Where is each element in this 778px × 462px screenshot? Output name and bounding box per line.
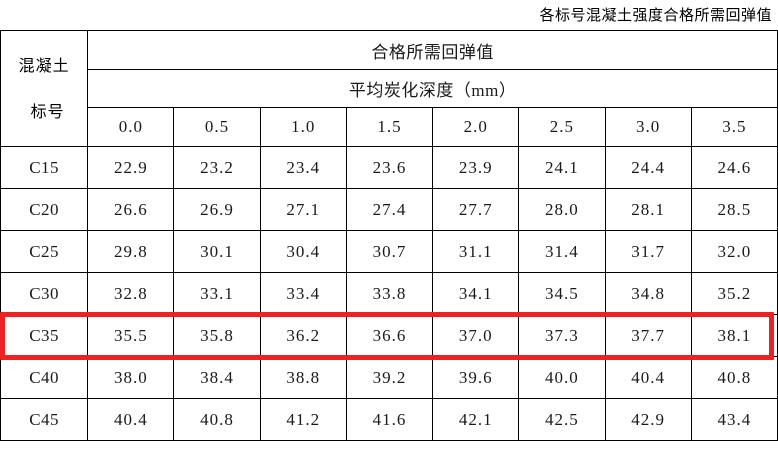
table-row: C20 26.6 26.9 27.1 27.4 27.7 28.0 28.1 28.5: [0, 188, 778, 231]
cell-C25-1.0: 30.4: [259, 230, 347, 273]
cell-C30-2.5: 34.5: [518, 272, 606, 315]
rebound-value-table: 混凝土 标号 合格所需回弹值 平均炭化深度（mm） 0.0 0.5 1.0 1.5 2.…: [0, 30, 778, 441]
cell-C20-3.5: 28.5: [690, 188, 778, 231]
cell-C30-3.0: 34.8: [604, 272, 692, 315]
cell-C30-0.0: 32.8: [87, 272, 175, 315]
cell-C30-1.0: 33.4: [259, 272, 347, 315]
table-row: C35 35.5 35.8 36.2 36.6 37.0 37.3 37.7 38.1: [0, 314, 778, 357]
table-row: C25 29.8 30.1 30.4 30.7 31.1 31.4 31.7 32.0: [0, 230, 778, 273]
header-sub-title: 平均炭化深度（mm）: [87, 69, 778, 108]
cell-C25-0.0: 29.8: [87, 230, 175, 273]
cell-C40-1.0: 38.8: [259, 356, 347, 399]
cell-C45-0.5: 40.8: [173, 398, 261, 441]
cell-C15-0.0: 22.9: [87, 146, 175, 189]
table-row: C30 32.8 33.1 33.4 33.8 34.1 34.5 34.8 35.2: [0, 272, 778, 315]
title-bar: 各标号混凝土强度合格所需回弹值: [0, 0, 778, 30]
cell-C35-1.5: 36.6: [345, 314, 434, 357]
cell-C20-0.0: 26.6: [87, 188, 175, 231]
cell-C40-1.5: 39.2: [345, 356, 434, 399]
column-header-1.5: 1.5: [345, 107, 434, 147]
cell-C40-2.0: 39.6: [432, 356, 520, 399]
cell-C25-0.5: 30.1: [173, 230, 261, 273]
cell-C45-2.0: 42.1: [432, 398, 520, 441]
cell-C45-1.5: 41.6: [345, 398, 434, 441]
label-column-header: 混凝土 标号: [0, 30, 89, 147]
column-header-3.0: 3.0: [604, 107, 692, 147]
cell-C35-3.5: 38.1: [690, 314, 778, 357]
table-row: C15 22.9 23.2 23.4 23.6 23.9 24.1 24.4 24.6: [0, 146, 778, 189]
cell-C20-2.0: 27.7: [432, 188, 520, 231]
header-group-title: 合格所需回弹值: [87, 30, 778, 70]
column-header-2.5: 2.5: [518, 107, 606, 147]
cell-C15-1.0: 23.4: [259, 146, 347, 189]
cell-C25-3.5: 32.0: [690, 230, 778, 273]
cell-C35-2.5: 37.3: [518, 314, 606, 357]
cell-C45-3.5: 43.4: [690, 398, 778, 441]
cell-C35-3.0: 37.7: [604, 314, 692, 357]
cell-C40-0.5: 38.4: [173, 356, 261, 399]
column-header-2.0: 2.0: [432, 107, 520, 147]
row-label-C25: C25: [0, 230, 89, 273]
label-column-line2: 标号: [30, 101, 65, 121]
column-header-row: 0.0 0.5 1.0 1.5 2.0 2.5 3.0 3.5: [1, 107, 778, 147]
cell-C15-3.5: 24.6: [690, 146, 778, 189]
row-label-C30: C30: [0, 272, 89, 315]
cell-C30-2.0: 34.1: [432, 272, 520, 315]
cell-C45-3.0: 42.9: [604, 398, 692, 441]
cell-C45-0.0: 40.4: [87, 398, 175, 441]
cell-C25-3.0: 31.7: [604, 230, 692, 273]
cell-C40-2.5: 40.0: [518, 356, 606, 399]
cell-C45-2.5: 42.5: [518, 398, 606, 441]
cell-C35-1.0: 36.2: [259, 314, 347, 357]
cell-C20-3.0: 28.1: [604, 188, 692, 231]
cell-C15-0.5: 23.2: [173, 146, 261, 189]
row-label-C40: C40: [0, 356, 89, 399]
cell-C15-1.5: 23.6: [345, 146, 434, 189]
cell-C30-3.5: 35.2: [690, 272, 778, 315]
cell-C35-0.0: 35.5: [87, 314, 175, 357]
row-label-C20: C20: [0, 188, 89, 231]
column-header-0.0: 0.0: [87, 107, 175, 147]
table-row: C45 40.4 40.8 41.2 41.6 42.1 42.5 42.9 43.4: [0, 398, 778, 441]
cell-C20-0.5: 26.9: [173, 188, 261, 231]
row-label-C35: C35: [0, 314, 89, 357]
cell-C25-2.0: 31.1: [432, 230, 520, 273]
cell-C20-1.0: 27.1: [259, 188, 347, 231]
column-header-0.5: 0.5: [173, 107, 261, 147]
column-header-3.5: 3.5: [690, 107, 778, 147]
cell-C20-1.5: 27.4: [345, 188, 434, 231]
column-header-1.0: 1.0: [259, 107, 347, 147]
header-row-sub: 平均炭化深度（mm）: [1, 69, 778, 108]
cell-C20-2.5: 28.0: [518, 188, 606, 231]
cell-C25-2.5: 31.4: [518, 230, 606, 273]
row-label-C45: C45: [0, 398, 89, 441]
cell-C30-1.5: 33.8: [345, 272, 434, 315]
table-row: C40 38.0 38.4 38.8 39.2 39.6 40.0 40.4 40.8: [0, 356, 778, 399]
page-title: 各标号混凝土强度合格所需回弹值: [539, 6, 772, 24]
cell-C30-0.5: 33.1: [173, 272, 261, 315]
row-label-C15: C15: [0, 146, 89, 189]
cell-C40-0.0: 38.0: [87, 356, 175, 399]
table-container: 混凝土 标号 合格所需回弹值 平均炭化深度（mm） 0.0 0.5 1.0 1.5 2.…: [0, 30, 778, 462]
cell-C35-2.0: 37.0: [432, 314, 520, 357]
cell-C25-1.5: 30.7: [345, 230, 434, 273]
cell-C15-3.0: 24.4: [604, 146, 692, 189]
header-row-group: 混凝土 标号 合格所需回弹值: [0, 30, 778, 147]
cell-C15-2.0: 23.9: [432, 146, 520, 189]
cell-C15-2.5: 24.1: [518, 146, 606, 189]
cell-C45-1.0: 41.2: [259, 398, 347, 441]
cell-C35-0.5: 35.8: [173, 314, 261, 357]
label-column-line1: 混凝土: [18, 55, 70, 75]
cell-C40-3.5: 40.8: [690, 356, 778, 399]
cell-C40-3.0: 40.4: [604, 356, 692, 399]
